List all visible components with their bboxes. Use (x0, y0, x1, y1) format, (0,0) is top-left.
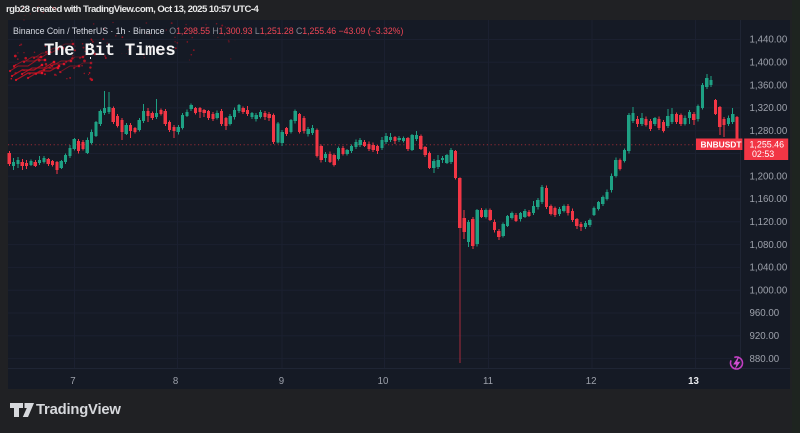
svg-text:1,360.00: 1,360.00 (750, 80, 788, 91)
svg-text:920.00: 920.00 (750, 331, 780, 342)
svg-text:1,440.00: 1,440.00 (750, 35, 788, 46)
svg-text:BNBUSDT: BNBUSDT (701, 139, 743, 149)
svg-text:1,280.00: 1,280.00 (750, 126, 788, 137)
svg-text:880.00: 880.00 (750, 354, 780, 365)
svg-text:10: 10 (378, 376, 389, 387)
svg-text:1,120.00: 1,120.00 (750, 217, 788, 228)
svg-text:960.00: 960.00 (750, 308, 780, 319)
svg-text:1,255.46: 1,255.46 (750, 139, 785, 149)
svg-text:1,040.00: 1,040.00 (750, 263, 788, 274)
svg-text:1,080.00: 1,080.00 (750, 240, 788, 251)
svg-text:9: 9 (279, 376, 284, 387)
svg-text:1,000.00: 1,000.00 (750, 285, 788, 296)
svg-text:13: 13 (688, 376, 699, 387)
svg-text:1,320.00: 1,320.00 (750, 103, 788, 114)
svg-text:1,200.00: 1,200.00 (750, 172, 788, 183)
svg-text:1,400.00: 1,400.00 (750, 58, 788, 69)
svg-text:7: 7 (70, 376, 75, 387)
svg-text:12: 12 (586, 376, 597, 387)
svg-text:02:53: 02:53 (752, 149, 774, 159)
svg-text:8: 8 (173, 376, 178, 387)
svg-text:1,160.00: 1,160.00 (750, 194, 788, 205)
svg-text:11: 11 (483, 376, 493, 387)
